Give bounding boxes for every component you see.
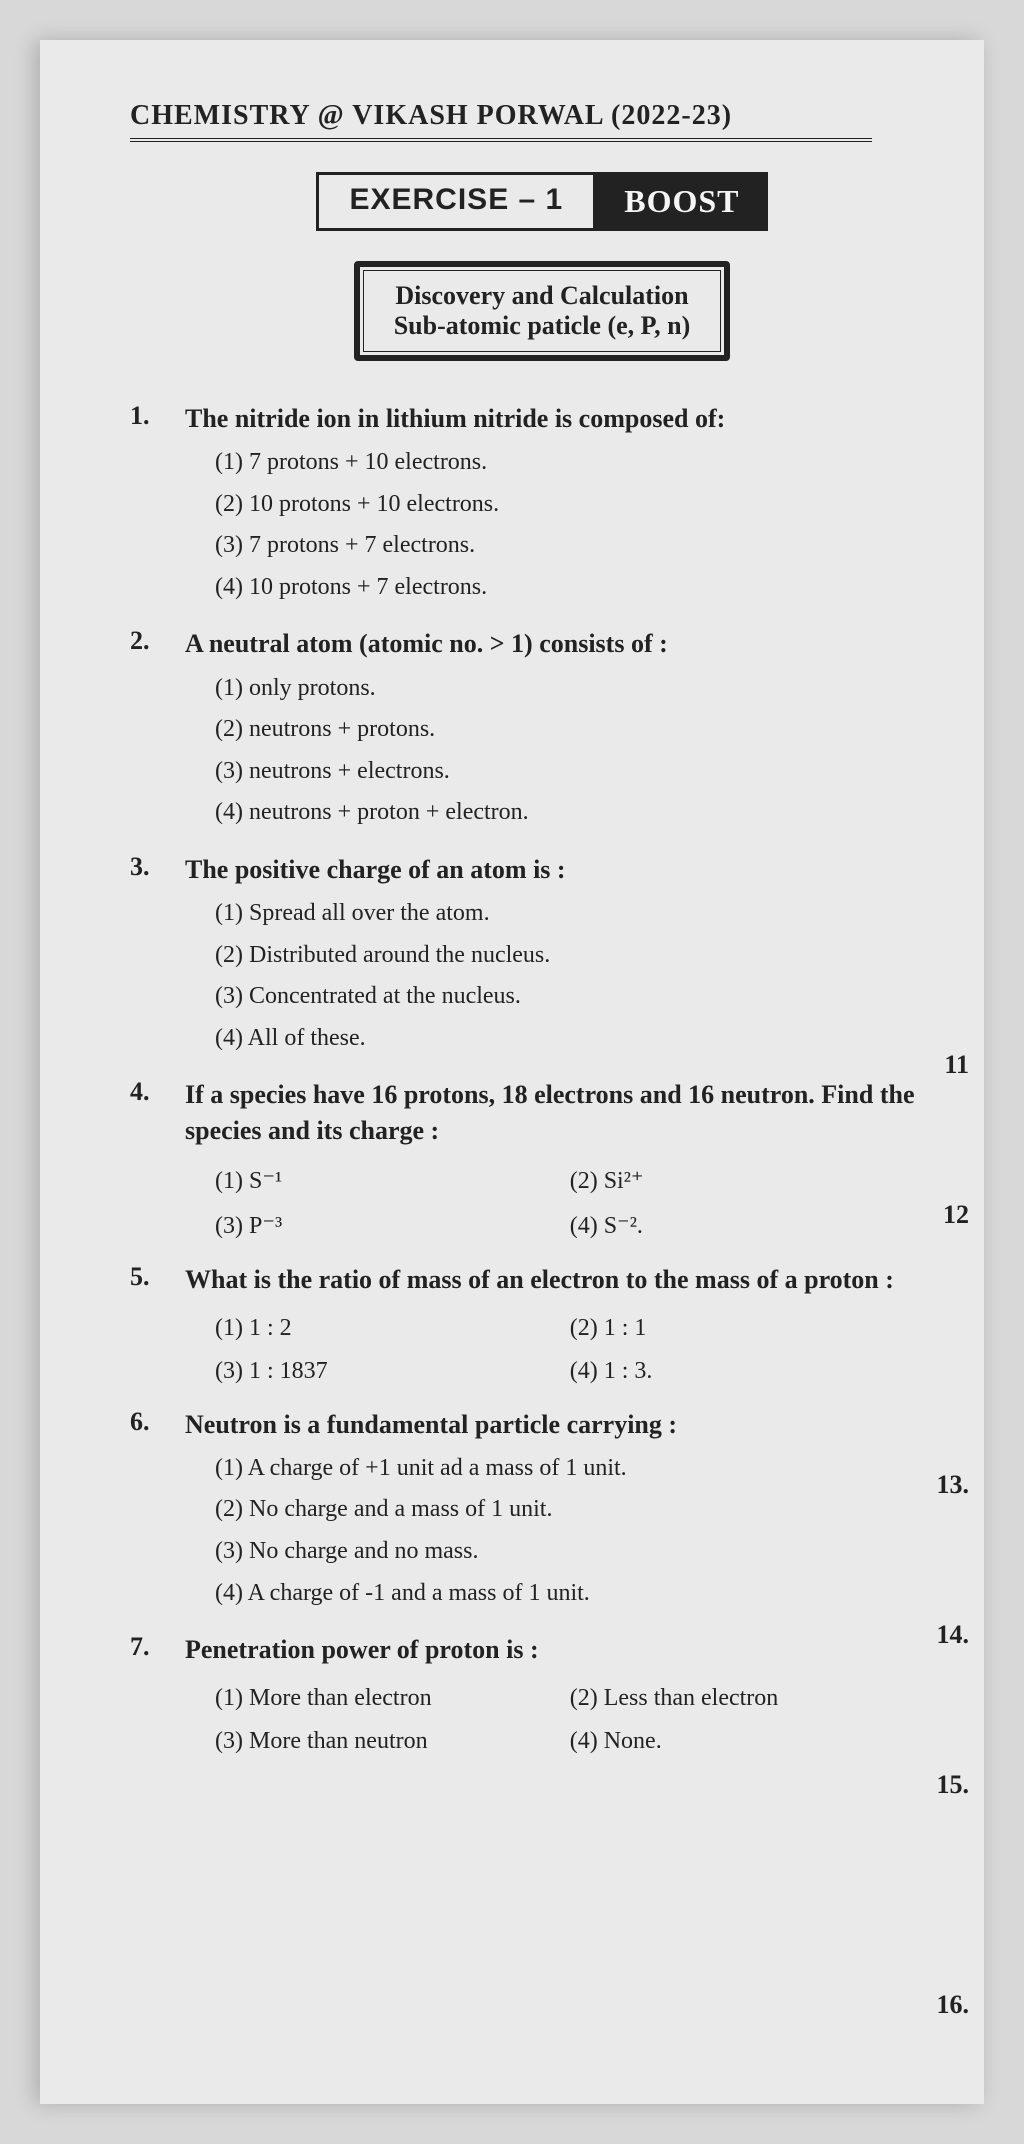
option: (4) 10 protons + 7 electrons.: [215, 571, 954, 605]
option: (1) S⁻¹: [215, 1166, 570, 1195]
page: CHEMISTRY @ VIKASH PORWAL (2022-23) EXER…: [40, 40, 984, 2104]
option: (2) 1 : 1: [570, 1315, 925, 1342]
q-num: 4.: [130, 1077, 185, 1247]
q-text: A neutral atom (atomic no. > 1) consists…: [185, 626, 954, 661]
question: 4. If a species have 16 protons, 18 elec…: [130, 1077, 954, 1247]
option: (2) Si²⁺: [570, 1166, 925, 1195]
exercise-label: EXERCISE – 1: [316, 172, 596, 231]
q-num: 6.: [130, 1407, 185, 1618]
side-num: 13.: [937, 1470, 970, 1500]
option: (4) A charge of -1 and a mass of 1 unit.: [215, 1577, 954, 1611]
option: (2) neutrons + protons.: [215, 713, 954, 747]
option: (1) A charge of +1 unit ad a mass of 1 u…: [215, 1452, 954, 1486]
q-num: 1.: [130, 401, 185, 612]
topic-box: Discovery and Calculation Sub-atomic pat…: [130, 261, 954, 361]
option: (1) More than electron: [215, 1685, 570, 1712]
exercise-row: EXERCISE – 1 BOOST: [130, 172, 954, 231]
option: (3) neutrons + electrons.: [215, 755, 954, 789]
side-num: 15.: [937, 1770, 970, 1800]
q-text: Neutron is a fundamental particle carryi…: [185, 1407, 954, 1442]
header-rule: [130, 138, 872, 142]
question: 2. A neutral atom (atomic no. > 1) consi…: [130, 626, 954, 837]
option: (4) S⁻².: [570, 1211, 925, 1240]
side-num: 12: [943, 1200, 969, 1230]
option: (3) 1 : 1837: [215, 1358, 570, 1385]
topic-line1: Discovery and Calculation: [394, 281, 691, 311]
option: (3) More than neutron: [215, 1728, 570, 1755]
option: (2) Distributed around the nucleus.: [215, 939, 954, 973]
option: (4) All of these.: [215, 1022, 954, 1056]
option: (4) 1 : 3.: [570, 1358, 925, 1385]
q-num: 7.: [130, 1632, 185, 1763]
option: (3) 7 protons + 7 electrons.: [215, 529, 954, 563]
option: (1) 1 : 2: [215, 1315, 570, 1342]
topic-line2: Sub-atomic paticle (e, P, n): [394, 311, 691, 341]
header-title: CHEMISTRY @ VIKASH PORWAL (2022-23): [130, 100, 954, 132]
q-text: The nitride ion in lithium nitride is co…: [185, 401, 954, 436]
side-num: 14.: [937, 1620, 970, 1650]
q-text: Penetration power of proton is :: [185, 1632, 954, 1667]
question: 3. The positive charge of an atom is : (…: [130, 852, 954, 1063]
q-num: 3.: [130, 852, 185, 1063]
option: (4) neutrons + proton + electron.: [215, 796, 954, 830]
side-num: 11: [944, 1050, 969, 1080]
option: (3) No charge and no mass.: [215, 1535, 954, 1569]
option: (1) Spread all over the atom.: [215, 897, 954, 931]
boost-label: BOOST: [596, 172, 767, 231]
option: (3) Concentrated at the nucleus.: [215, 980, 954, 1014]
option: (1) only protons.: [215, 672, 954, 706]
question: 6. Neutron is a fundamental particle car…: [130, 1407, 954, 1618]
option: (2) No charge and a mass of 1 unit.: [215, 1493, 954, 1527]
q-num: 2.: [130, 626, 185, 837]
q-num: 5.: [130, 1262, 185, 1393]
question: 7. Penetration power of proton is : (1) …: [130, 1632, 954, 1763]
option: (3) P⁻³: [215, 1211, 570, 1240]
q-text: If a species have 16 protons, 18 electro…: [185, 1077, 954, 1147]
q-text: What is the ratio of mass of an electron…: [185, 1262, 954, 1297]
q-text: The positive charge of an atom is :: [185, 852, 954, 887]
question: 1. The nitride ion in lithium nitride is…: [130, 401, 954, 612]
option: (1) 7 protons + 10 electrons.: [215, 446, 954, 480]
option: (2) Less than electron: [570, 1685, 925, 1712]
side-num: 16.: [937, 1990, 970, 2020]
option: (4) None.: [570, 1728, 925, 1755]
option: (2) 10 protons + 10 electrons.: [215, 488, 954, 522]
question: 5. What is the ratio of mass of an elect…: [130, 1262, 954, 1393]
